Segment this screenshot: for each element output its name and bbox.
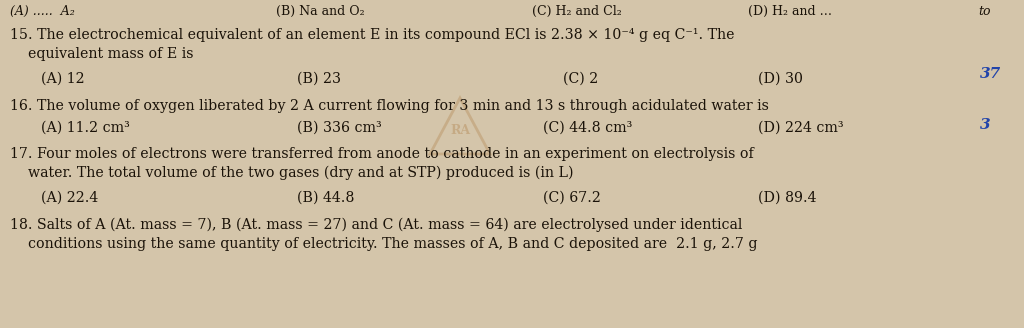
Text: (A) 12: (A) 12	[41, 72, 85, 86]
Text: (C) H₂ and Cl₂: (C) H₂ and Cl₂	[532, 5, 623, 18]
Text: (D) 89.4: (D) 89.4	[758, 191, 816, 205]
Text: (A) 22.4: (A) 22.4	[41, 191, 98, 205]
Text: (C) 67.2: (C) 67.2	[543, 191, 601, 205]
Text: (D) 30: (D) 30	[758, 72, 803, 86]
Text: equivalent mass of E is: equivalent mass of E is	[10, 47, 194, 61]
Text: 3: 3	[980, 118, 990, 132]
Text: (B) 44.8: (B) 44.8	[297, 191, 354, 205]
Text: to: to	[978, 5, 990, 18]
Text: (C) 44.8 cm³: (C) 44.8 cm³	[543, 121, 632, 135]
Text: (B) 23: (B) 23	[297, 72, 341, 86]
Text: (A) 11.2 cm³: (A) 11.2 cm³	[41, 121, 130, 135]
Text: 16. The volume of oxygen liberated by 2 A current flowing for 3 min and 13 s thr: 16. The volume of oxygen liberated by 2 …	[10, 99, 769, 113]
Text: RA: RA	[450, 125, 470, 137]
Text: (B) 336 cm³: (B) 336 cm³	[297, 121, 382, 135]
Text: 37: 37	[980, 67, 1001, 81]
Text: 18. Salts of A (At. mass = 7), B (At. mass = 27) and C (At. mass = 64) are elect: 18. Salts of A (At. mass = 7), B (At. ma…	[10, 218, 742, 233]
Text: water. The total volume of the two gases (dry and at STP) produced is (in L): water. The total volume of the two gases…	[10, 166, 573, 180]
Text: (B) Na and O₂: (B) Na and O₂	[276, 5, 366, 18]
Text: (D) H₂ and …: (D) H₂ and …	[748, 5, 831, 18]
Text: (A) .....  A₂: (A) ..... A₂	[10, 5, 75, 18]
Text: (D) 224 cm³: (D) 224 cm³	[758, 121, 844, 135]
Text: (C) 2: (C) 2	[563, 72, 598, 86]
Text: 17. Four moles of electrons were transferred from anode to cathode in an experim: 17. Four moles of electrons were transfe…	[10, 147, 754, 161]
Text: conditions using the same quantity of electricity. The masses of A, B and C depo: conditions using the same quantity of el…	[10, 237, 758, 251]
Text: 15. The electrochemical equivalent of an element E in its compound ECl is 2.38 ×: 15. The electrochemical equivalent of an…	[10, 28, 734, 42]
